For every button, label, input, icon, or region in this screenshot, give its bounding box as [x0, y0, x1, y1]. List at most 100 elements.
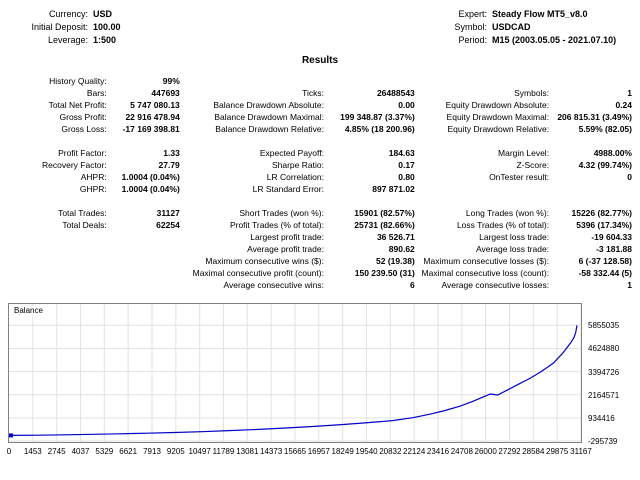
initial-deposit-row: Initial Deposit: 100.00 [8, 21, 121, 34]
stats-row: Maximal consecutive profit (count): 150 2… [8, 267, 632, 279]
stat-label [415, 75, 549, 87]
stat-value: 62254 [156, 220, 180, 230]
x-axis-tick: 7913 [143, 447, 161, 456]
stat-value: 5.59% (82.05) [578, 124, 632, 134]
stat-label: AHPR: [80, 172, 107, 182]
stat-value: 1.0004 (0.04%) [121, 184, 180, 194]
y-axis-labels: 5855035 4624880 3394726 2164571 934416 -29573… [583, 304, 635, 446]
stat-label: LR Correlation: [266, 172, 324, 182]
expert-row: Expert: Steady Flow MT5_v8.0 [392, 8, 632, 21]
stats-row: Maximum consecutive wins ($): 52 (19.38) M… [8, 255, 632, 267]
stat-label: Equity Drawdown Absolute: [445, 100, 550, 110]
x-axis-labels: 0 1453 2745 4037 5329 6621 7913 9205 10497 11789 1… [6, 447, 592, 459]
stats-table: History Quality: 99% Bars: 447693 Ticks: 2648… [0, 75, 640, 291]
x-axis-tick: 5329 [95, 447, 114, 456]
stats-spacer [8, 195, 632, 207]
currency-value: USD [93, 9, 113, 19]
x-axis-tick: 29875 [546, 447, 569, 456]
stat-label: Largest loss trade: [479, 232, 550, 242]
account-info: Currency: USD Initial Deposit: 100.00 Le… [8, 8, 121, 47]
stat-label: Balance Drawdown Absolute: [213, 100, 324, 110]
stats-row: Total Net Profit: 5 747 080.13 Balance Dra… [8, 99, 632, 111]
stat-label [8, 243, 107, 255]
x-axis-tick: 10497 [188, 447, 211, 456]
stats-spacer [8, 135, 632, 147]
stats-row: Average consecutive wins: 6 Average consec… [8, 279, 632, 291]
stat-value [107, 279, 180, 291]
stat-value: 447693 [151, 88, 180, 98]
x-axis-tick: 0 [6, 447, 12, 456]
expert-info: Expert: Steady Flow MT5_v8.0 Symbol: USD… [392, 8, 632, 47]
stat-value [107, 243, 180, 255]
x-axis-tick: 31167 [570, 447, 592, 456]
stats-row: Gross Loss: -17 169 398.81 Balance Drawdow… [8, 123, 632, 135]
stat-label: Symbols: [514, 88, 550, 98]
stat-value [107, 267, 180, 279]
stats-row: Largest profit trade: 36 526.71 Largest lo… [8, 231, 632, 243]
x-axis-tick: 15665 [283, 447, 307, 456]
stat-label: Z-Score: [516, 160, 550, 170]
stat-value: -19 604.33 [591, 232, 632, 242]
stat-label: Profit Factor: [58, 148, 107, 158]
stat-label: LR Standard Error: [252, 184, 324, 194]
stat-value [549, 75, 632, 87]
stats-row: Total Deals: 62254 Profit Trades (% of tot… [8, 219, 632, 231]
stat-value: 1.0004 (0.04%) [121, 172, 180, 182]
stat-label: Maximal consecutive profit (count): [192, 268, 324, 278]
stat-label: Largest profit trade: [250, 232, 324, 242]
stat-label [180, 75, 324, 87]
stat-value [107, 255, 180, 267]
period-label: Period: [458, 35, 487, 45]
stat-label: Recovery Factor: [42, 160, 107, 170]
x-axis-tick: 14373 [260, 447, 283, 456]
y-axis-tick: 3394726 [588, 367, 620, 377]
x-axis-tick: 26000 [474, 447, 497, 456]
initial-deposit-value: 100.00 [93, 22, 121, 32]
stat-label: Profit Trades (% of total): [229, 220, 324, 230]
stat-label: Gross Loss: [61, 124, 107, 134]
stat-value: 22 916 478.94 [125, 112, 180, 122]
y-axis-tick: 2164571 [588, 390, 620, 400]
period-value: M15 (2003.05.05 - 2021.07.10) [492, 35, 617, 45]
stat-value: 4.32 (99.74%) [578, 160, 632, 170]
stat-label: Loss Trades (% of total): [456, 220, 550, 230]
stat-label: Gross Profit: [59, 112, 107, 122]
stat-value: 0.24 [615, 100, 632, 110]
stat-value: 150 239.50 (31) [354, 268, 415, 278]
stat-value: 15226 (82.77%) [571, 208, 633, 218]
stat-label: Maximum consecutive wins ($): [205, 256, 324, 266]
stat-value: 890.62 [388, 244, 415, 254]
stat-label: Maximal consecutive loss (count): [421, 268, 550, 278]
balance-plot-area: Balance [8, 303, 582, 443]
balance-curve-svg [9, 304, 581, 442]
stat-value: 0.80 [398, 172, 415, 182]
stat-label: Margin Level: [498, 148, 550, 158]
stat-label: Long Trades (won %): [465, 208, 550, 218]
stat-label: Ticks: [302, 88, 324, 98]
x-axis-tick: 9205 [166, 447, 185, 456]
stat-value: 1 [627, 88, 632, 98]
stat-value [549, 183, 632, 195]
stats-row: Bars: 447693 Ticks: 26488543 Symbols: 1 [8, 87, 632, 99]
stat-value: 27.79 [158, 160, 180, 170]
x-axis-tick: 13081 [236, 447, 259, 456]
stat-value: 1.33 [163, 148, 180, 158]
stat-value: 52 (19.38) [376, 256, 415, 266]
symbol-label: Symbol: [454, 22, 487, 32]
stat-value: 5396 (17.34%) [576, 220, 632, 230]
currency-label: Currency: [48, 9, 88, 19]
x-axis-tick: 28584 [522, 447, 545, 456]
stat-label [8, 267, 107, 279]
stats-row: Average profit trade: 890.62 Average loss … [8, 243, 632, 255]
x-axis-tick: 1453 [23, 447, 42, 456]
stat-value: 25731 (82.66%) [354, 220, 415, 230]
x-axis-tick: 11789 [212, 447, 235, 456]
x-axis-tick: 18249 [331, 447, 354, 456]
stat-value: 6 [410, 280, 415, 290]
stat-label: History Quality: [49, 76, 107, 86]
x-axis-tick: 16957 [307, 447, 330, 456]
stat-label [8, 231, 107, 243]
stat-value: 15901 (82.57%) [354, 208, 415, 218]
x-axis-tick: 22124 [403, 447, 426, 456]
